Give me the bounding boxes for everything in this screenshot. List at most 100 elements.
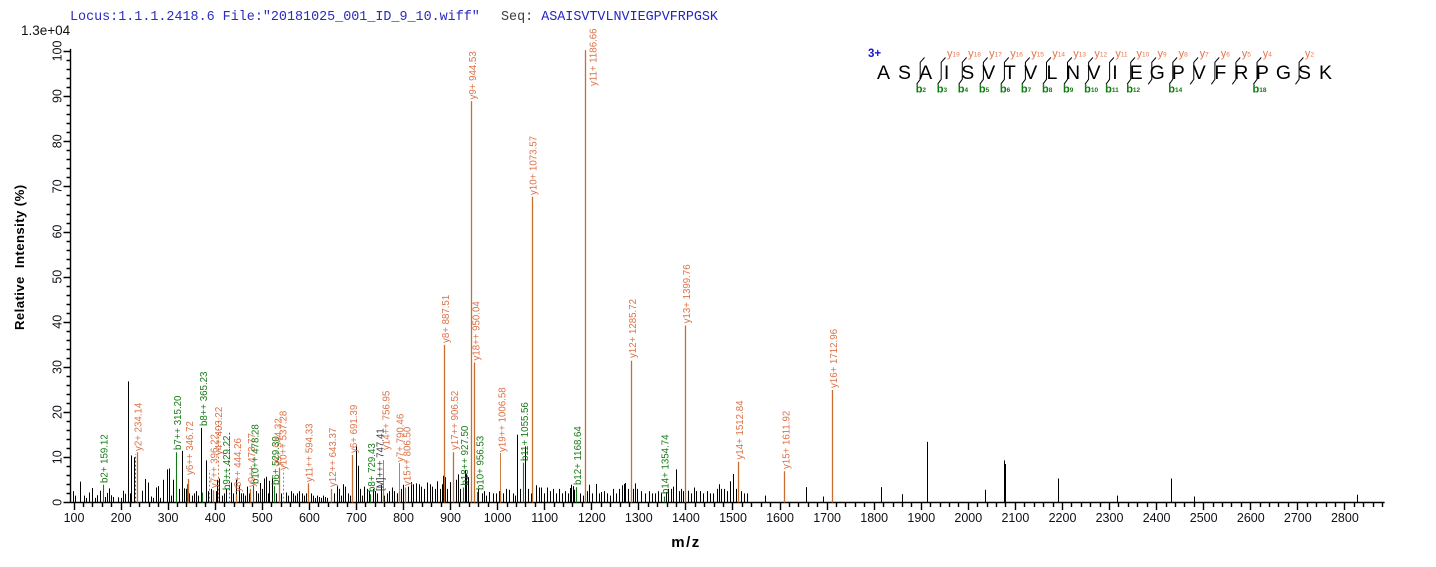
svg-text:2500: 2500 bbox=[1190, 511, 1218, 525]
svg-text:b9: b9 bbox=[1063, 84, 1074, 96]
svg-text:V: V bbox=[982, 62, 995, 84]
svg-text:1.3e+04: 1.3e+04 bbox=[21, 23, 71, 38]
svg-text:b12+ 1168.64: b12+ 1168.64 bbox=[573, 426, 584, 485]
svg-text:b18++ 927.50: b18++ 927.50 bbox=[460, 425, 471, 485]
svg-text:y12+ 1285.72: y12+ 1285.72 bbox=[628, 299, 639, 358]
svg-text:2000: 2000 bbox=[954, 511, 982, 525]
svg-text:A: A bbox=[919, 62, 932, 84]
svg-text:100: 100 bbox=[64, 511, 85, 525]
svg-text:S: S bbox=[961, 62, 974, 84]
svg-text:b2+ 159.12: b2+ 159.12 bbox=[100, 434, 111, 483]
svg-text:1100: 1100 bbox=[531, 511, 558, 525]
svg-text:b8: b8 bbox=[1042, 84, 1053, 96]
svg-text:300: 300 bbox=[158, 511, 179, 525]
svg-text:y12: y12 bbox=[1094, 48, 1107, 60]
svg-text:y8+ 887.51: y8+ 887.51 bbox=[441, 295, 452, 343]
svg-text:2300: 2300 bbox=[1096, 511, 1124, 525]
svg-text:y10+ 1073.57: y10+ 1073.57 bbox=[529, 136, 540, 195]
svg-text:b7: b7 bbox=[1021, 84, 1032, 96]
svg-text:200: 200 bbox=[111, 511, 132, 525]
svg-text:b10+ 956.53: b10+ 956.53 bbox=[475, 436, 486, 490]
svg-text:1300: 1300 bbox=[625, 511, 653, 525]
svg-text:y13: y13 bbox=[1073, 48, 1086, 60]
svg-text:E: E bbox=[1130, 62, 1143, 84]
svg-text:b6+ 529.30: b6+ 529.30 bbox=[271, 436, 282, 485]
svg-text:y11: y11 bbox=[1115, 48, 1128, 60]
svg-text:y13+ 1399.76: y13+ 1399.76 bbox=[682, 264, 693, 323]
svg-text:1600: 1600 bbox=[766, 511, 794, 525]
svg-text:b12: b12 bbox=[1126, 84, 1140, 96]
svg-text:S: S bbox=[898, 62, 911, 84]
svg-text:Relative Intensity (%): Relative Intensity (%) bbox=[12, 184, 27, 330]
svg-text:y19: y19 bbox=[947, 48, 960, 60]
svg-text:m/z: m/z bbox=[671, 534, 701, 551]
svg-text:y10++ 537.28: y10++ 537.28 bbox=[278, 411, 289, 470]
svg-text:y14: y14 bbox=[1052, 48, 1065, 60]
svg-text:y11++ 594.33: y11++ 594.33 bbox=[305, 423, 316, 482]
svg-text:40: 40 bbox=[51, 315, 65, 329]
svg-text:b4: b4 bbox=[958, 84, 969, 96]
svg-text:b11: b11 bbox=[1105, 84, 1119, 96]
svg-text:y9: y9 bbox=[1158, 48, 1168, 60]
svg-text:P: P bbox=[1256, 62, 1269, 84]
svg-text:y14++ 756.95: y14++ 756.95 bbox=[381, 391, 392, 450]
svg-text:y16+ 1712.96: y16+ 1712.96 bbox=[829, 329, 840, 388]
svg-text:500: 500 bbox=[252, 511, 273, 525]
svg-text:T: T bbox=[1004, 62, 1016, 84]
svg-text:b10++ 478.28: b10++ 478.28 bbox=[250, 424, 261, 484]
svg-text:b11+ 1055.56: b11+ 1055.56 bbox=[520, 402, 531, 461]
svg-text:y6: y6 bbox=[1221, 48, 1231, 60]
svg-text:800: 800 bbox=[393, 511, 414, 525]
svg-text:V: V bbox=[1087, 62, 1100, 84]
svg-text:600: 600 bbox=[299, 511, 320, 525]
svg-text:K: K bbox=[1319, 62, 1332, 84]
svg-text:y4+ 403.22: y4+ 403.22 bbox=[214, 407, 225, 455]
svg-text:y15+ 1611.92: y15+ 1611.92 bbox=[781, 411, 792, 469]
svg-text:y18: y18 bbox=[968, 48, 981, 60]
svg-text:2400: 2400 bbox=[1143, 511, 1171, 525]
svg-text:y6+ 691.39: y6+ 691.39 bbox=[349, 405, 360, 453]
svg-text:y17: y17 bbox=[989, 48, 1002, 60]
svg-text:b8+ 729.43: b8+ 729.43 bbox=[367, 443, 378, 492]
svg-text:Locus:1.1.1.2418.6 File:"20181: Locus:1.1.1.2418.6 File:"20181025_001_ID… bbox=[70, 10, 480, 25]
svg-text:I: I bbox=[1112, 62, 1117, 84]
svg-text:10: 10 bbox=[51, 450, 65, 464]
svg-text:R: R bbox=[1234, 62, 1248, 84]
svg-text:y8: y8 bbox=[1179, 48, 1189, 60]
svg-text:b3: b3 bbox=[937, 84, 948, 96]
svg-text:y15: y15 bbox=[1031, 48, 1044, 60]
svg-text:y15++ 806.50: y15++ 806.50 bbox=[402, 426, 413, 486]
svg-text:2100: 2100 bbox=[1001, 511, 1029, 525]
svg-text:y10: y10 bbox=[1137, 48, 1150, 60]
svg-text:0: 0 bbox=[51, 499, 65, 506]
svg-text:20: 20 bbox=[51, 405, 65, 419]
svg-text:y12++ 643.37: y12++ 643.37 bbox=[328, 428, 339, 487]
svg-text:V: V bbox=[1193, 62, 1206, 84]
svg-text:400: 400 bbox=[205, 511, 226, 525]
svg-text:900: 900 bbox=[440, 511, 461, 525]
svg-text:y9+ 944.53: y9+ 944.53 bbox=[468, 51, 479, 99]
svg-text:b5: b5 bbox=[979, 84, 990, 96]
svg-text:L: L bbox=[1046, 62, 1057, 84]
svg-text:2800: 2800 bbox=[1331, 511, 1359, 525]
svg-text:b14+ 1354.74: b14+ 1354.74 bbox=[661, 434, 672, 494]
svg-text:y16: y16 bbox=[1010, 48, 1023, 60]
svg-text:1500: 1500 bbox=[719, 511, 747, 525]
svg-text:y5: y5 bbox=[1242, 48, 1252, 60]
svg-text:1200: 1200 bbox=[578, 511, 606, 525]
svg-text:1900: 1900 bbox=[907, 511, 935, 525]
svg-text:b10: b10 bbox=[1084, 84, 1098, 96]
svg-text:G: G bbox=[1150, 62, 1165, 84]
svg-text:y11+ 1186.66: y11+ 1186.66 bbox=[588, 28, 599, 86]
svg-text:700: 700 bbox=[346, 511, 367, 525]
svg-text:y17++ 906.52: y17++ 906.52 bbox=[450, 391, 461, 450]
svg-text:80: 80 bbox=[51, 134, 65, 148]
svg-text:90: 90 bbox=[51, 89, 65, 103]
svg-text:y8++ 444.26: y8++ 444.26 bbox=[233, 438, 244, 492]
svg-text:b2: b2 bbox=[916, 84, 927, 96]
svg-text:I: I bbox=[944, 62, 949, 84]
svg-text:A: A bbox=[877, 62, 890, 84]
svg-text:30: 30 bbox=[51, 360, 65, 374]
svg-text:y6++ 346.72: y6++ 346.72 bbox=[185, 421, 196, 475]
svg-text:100: 100 bbox=[51, 41, 65, 62]
